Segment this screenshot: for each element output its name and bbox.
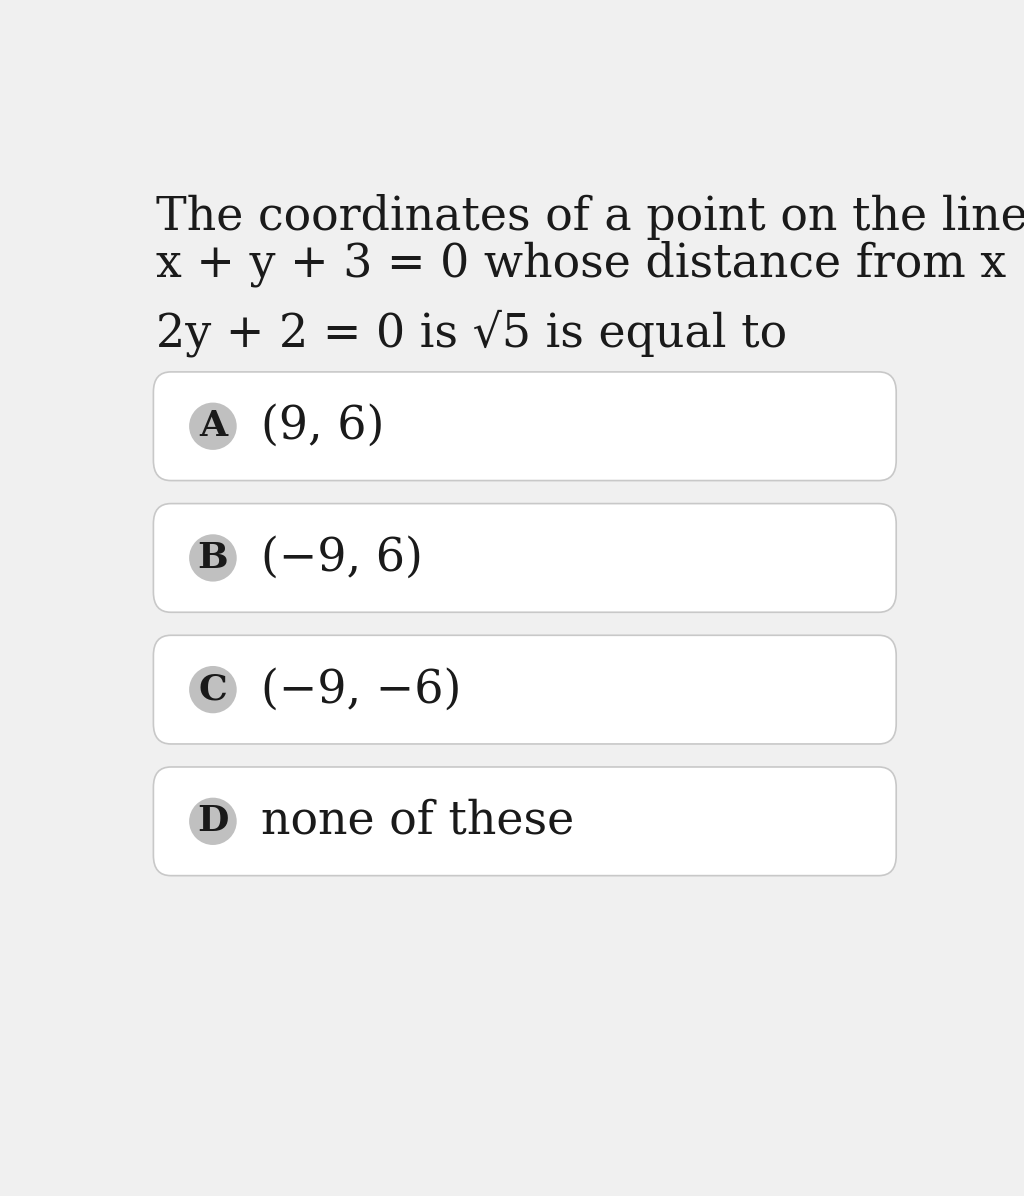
- Text: 2y + 2 = 0 is √5 is equal to: 2y + 2 = 0 is √5 is equal to: [156, 310, 786, 356]
- FancyBboxPatch shape: [154, 635, 896, 744]
- Ellipse shape: [189, 798, 237, 844]
- Ellipse shape: [189, 403, 237, 450]
- Ellipse shape: [189, 535, 237, 581]
- Text: (−9, 6): (−9, 6): [260, 536, 423, 580]
- FancyBboxPatch shape: [154, 504, 896, 612]
- Text: (9, 6): (9, 6): [260, 403, 384, 448]
- Text: D: D: [198, 805, 228, 838]
- FancyBboxPatch shape: [154, 372, 896, 481]
- Ellipse shape: [189, 666, 237, 713]
- Text: A: A: [199, 409, 227, 444]
- Text: (−9, −6): (−9, −6): [260, 667, 461, 713]
- Text: B: B: [198, 541, 228, 575]
- FancyBboxPatch shape: [154, 767, 896, 875]
- Text: C: C: [199, 672, 227, 707]
- Text: The coordinates of a point on the line: The coordinates of a point on the line: [156, 194, 1024, 240]
- Text: none of these: none of these: [260, 799, 573, 844]
- Text: x + y + 3 = 0 whose distance from x +: x + y + 3 = 0 whose distance from x +: [156, 240, 1024, 287]
